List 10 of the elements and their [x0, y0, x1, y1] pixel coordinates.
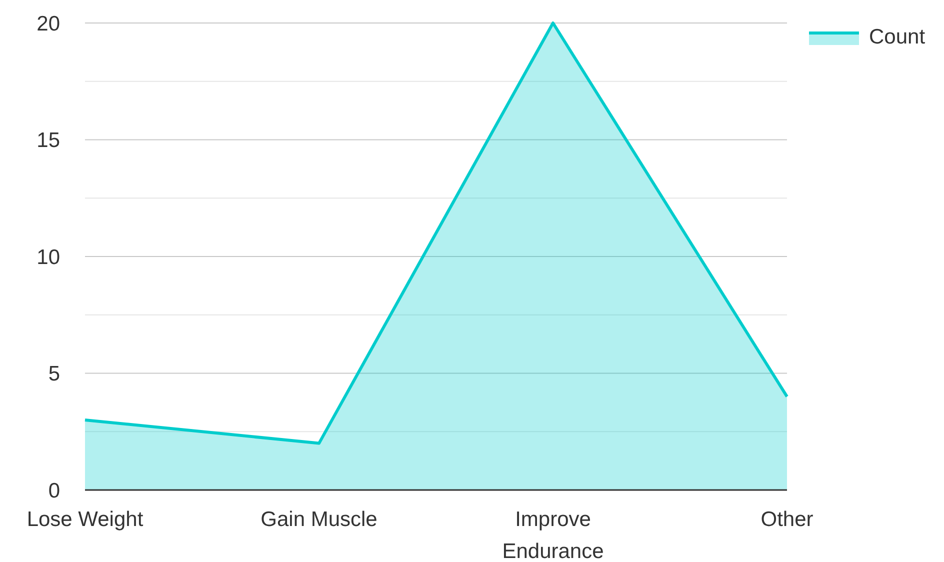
y-tick-label: 5	[48, 362, 60, 386]
y-tick-label: 10	[36, 246, 60, 269]
x-tick-label: Improve Endurance	[502, 508, 604, 562]
x-tick-label: Gain Muscle	[260, 508, 378, 531]
y-tick-label: 15	[36, 129, 60, 152]
legend-label: Count	[869, 25, 926, 48]
x-tick-label: Lose Weight	[26, 508, 144, 531]
x-tick-label: Other	[760, 508, 814, 531]
y-tick-label: 20	[36, 12, 60, 36]
y-tick-label: 0	[48, 479, 60, 502]
